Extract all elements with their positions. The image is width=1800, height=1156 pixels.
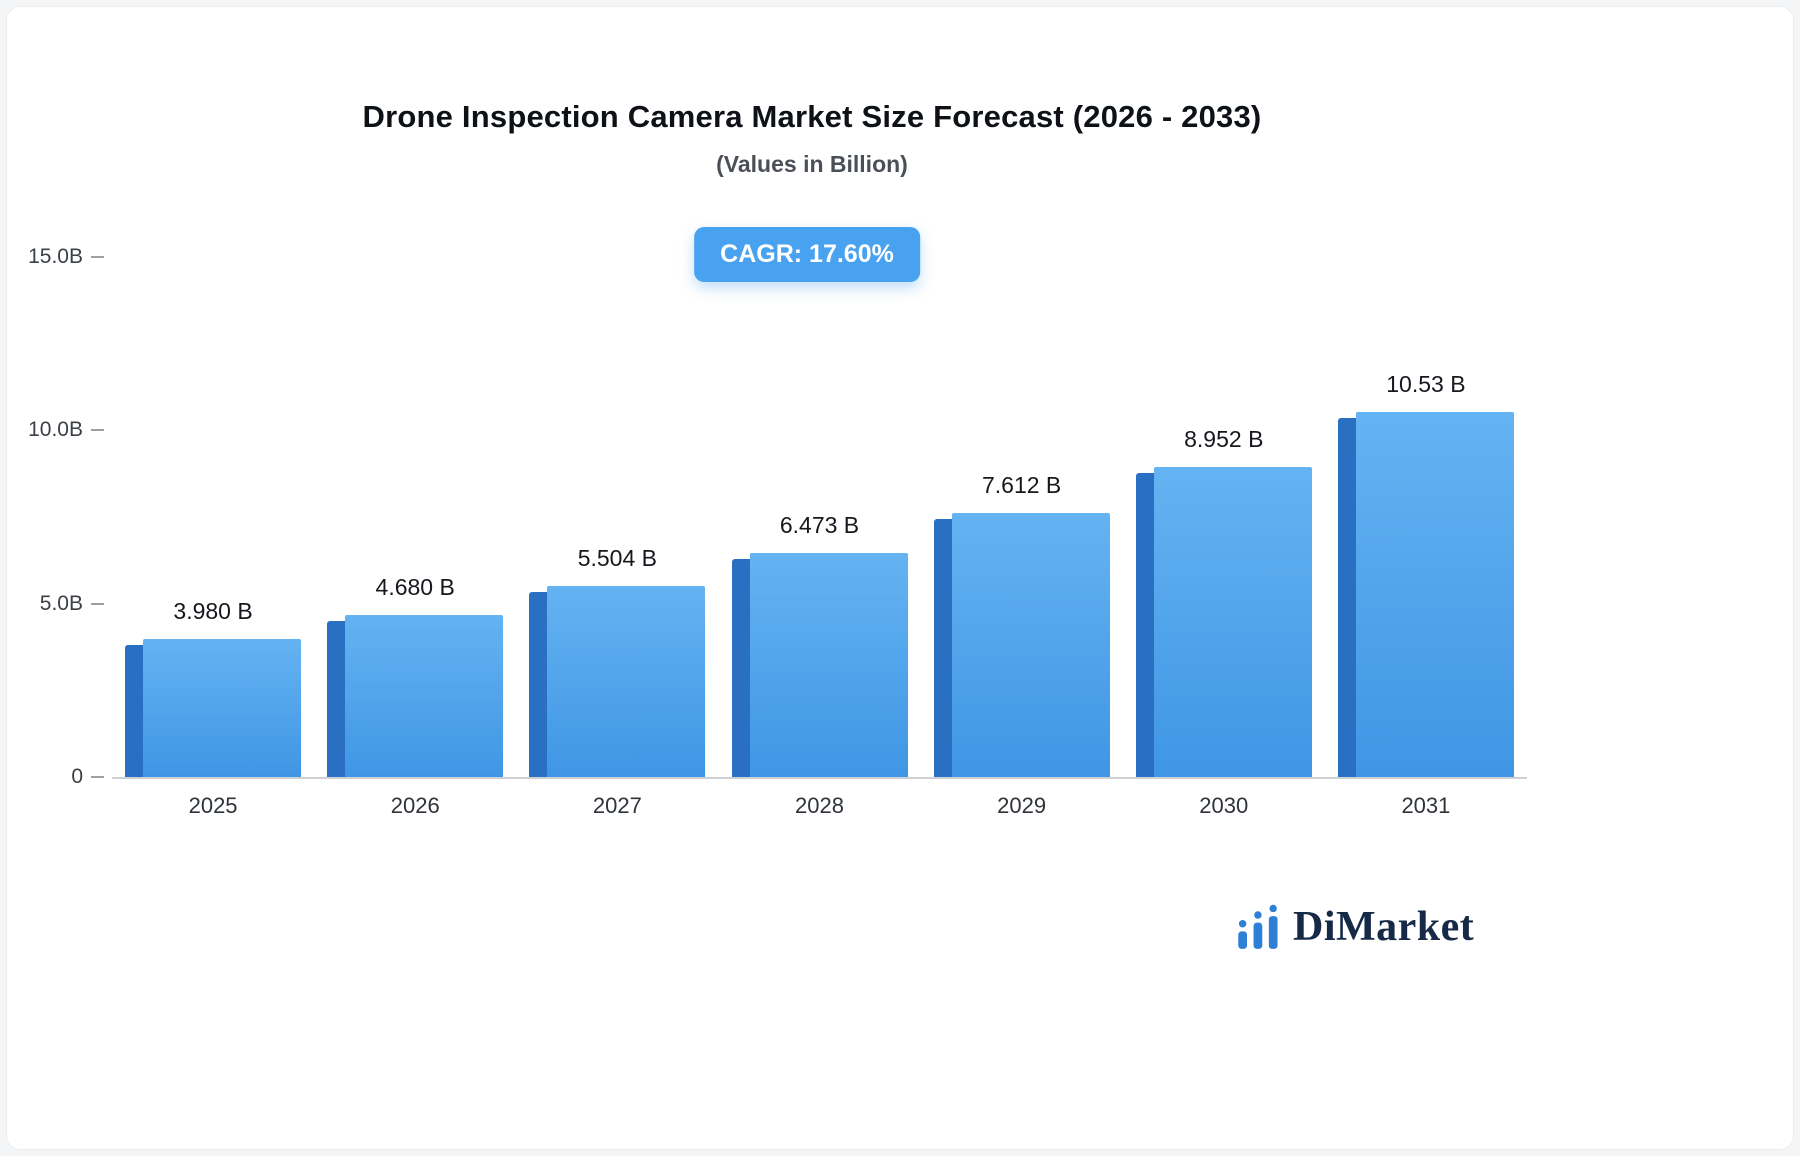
- y-axis-tick-label: 5.0B: [39, 591, 83, 615]
- bar-2026: 4.680 B: [327, 573, 504, 777]
- bar-2031: 10.53 B: [1337, 370, 1514, 777]
- y-axis-tick-mark: [91, 429, 104, 432]
- bar-front-face: [1153, 466, 1312, 777]
- x-axis-label-2025: 2025: [188, 793, 238, 818]
- y-axis-tick-label: 0: [71, 765, 83, 788]
- chart-subtitle: (Values in Billion): [716, 151, 908, 177]
- bar-value-label: 8.952 B: [1184, 425, 1264, 452]
- bar-side-face: [933, 519, 952, 777]
- y-axis-tick-mark: [91, 256, 104, 258]
- bar-front-face: [345, 614, 504, 777]
- bar-2029: 7.612 B: [933, 472, 1110, 777]
- y-axis-tick-mark: [91, 776, 104, 778]
- bar-front-face: [749, 552, 908, 777]
- bar-2030: 8.952 B: [1135, 425, 1312, 777]
- bar-front-face: [547, 586, 706, 777]
- bar-chart-plot: 0 5.0B 10.0B 15.0B 3.980 B 2025 4.680 B 2026 5.5…: [28, 245, 1527, 818]
- y-axis-tick-label: 10.0B: [28, 418, 83, 442]
- y-axis-tick: 5.0B: [8, 592, 104, 616]
- x-axis-label-2030: 2030: [1199, 793, 1249, 818]
- x-axis-label-2029: 2029: [997, 793, 1047, 818]
- bar-value-label: 10.53 B: [1386, 370, 1466, 397]
- bar-2025: 3.980 B: [125, 598, 302, 777]
- cagr-badge: CAGR: 17.60%: [694, 227, 920, 282]
- brand-logo: DiMarket: [1235, 903, 1474, 951]
- bar-value-label: 3.980 B: [173, 598, 253, 625]
- bar-value-label: 7.612 B: [981, 472, 1062, 499]
- bar-side-face: [1135, 472, 1154, 777]
- bar-2027: 5.504 B: [529, 545, 706, 777]
- bar-2028: 6.473 B: [731, 511, 908, 777]
- x-axis-label-2028: 2028: [795, 793, 844, 818]
- bar-front-face: [143, 639, 302, 777]
- chart-card: Drone Inspection Camera Market Size Fore…: [6, 6, 1794, 1150]
- bar-value-label: 5.504 B: [577, 545, 657, 572]
- brand-logo-text: DiMarket: [1293, 904, 1475, 950]
- bar-front-face: [1355, 411, 1514, 777]
- y-axis-tick: 15.0B: [8, 245, 104, 269]
- x-axis-label-2027: 2027: [592, 793, 642, 818]
- chart-title: Drone Inspection Camera Market Size Fore…: [362, 99, 1262, 134]
- x-axis-label-2026: 2026: [390, 793, 440, 818]
- bar-side-face: [529, 592, 548, 777]
- bar-side-face: [327, 620, 346, 777]
- bar-chart-logo-icon: [1238, 904, 1278, 949]
- y-axis-tick: 10.0B: [8, 418, 104, 442]
- bar-value-label: 6.473 B: [779, 511, 860, 538]
- bar-side-face: [125, 645, 144, 777]
- x-axis-label-2031: 2031: [1401, 793, 1451, 818]
- chart-header: Drone Inspection Camera Market Size Fore…: [7, 99, 1617, 178]
- y-axis-tick: 0: [8, 765, 104, 789]
- y-axis-tick-mark: [91, 602, 104, 605]
- bar-side-face: [731, 558, 750, 777]
- bar-side-face: [1337, 417, 1356, 777]
- y-axis-tick-label: 15.0B: [28, 245, 83, 268]
- bar-value-label: 4.680 B: [375, 573, 455, 600]
- bar-front-face: [951, 513, 1110, 777]
